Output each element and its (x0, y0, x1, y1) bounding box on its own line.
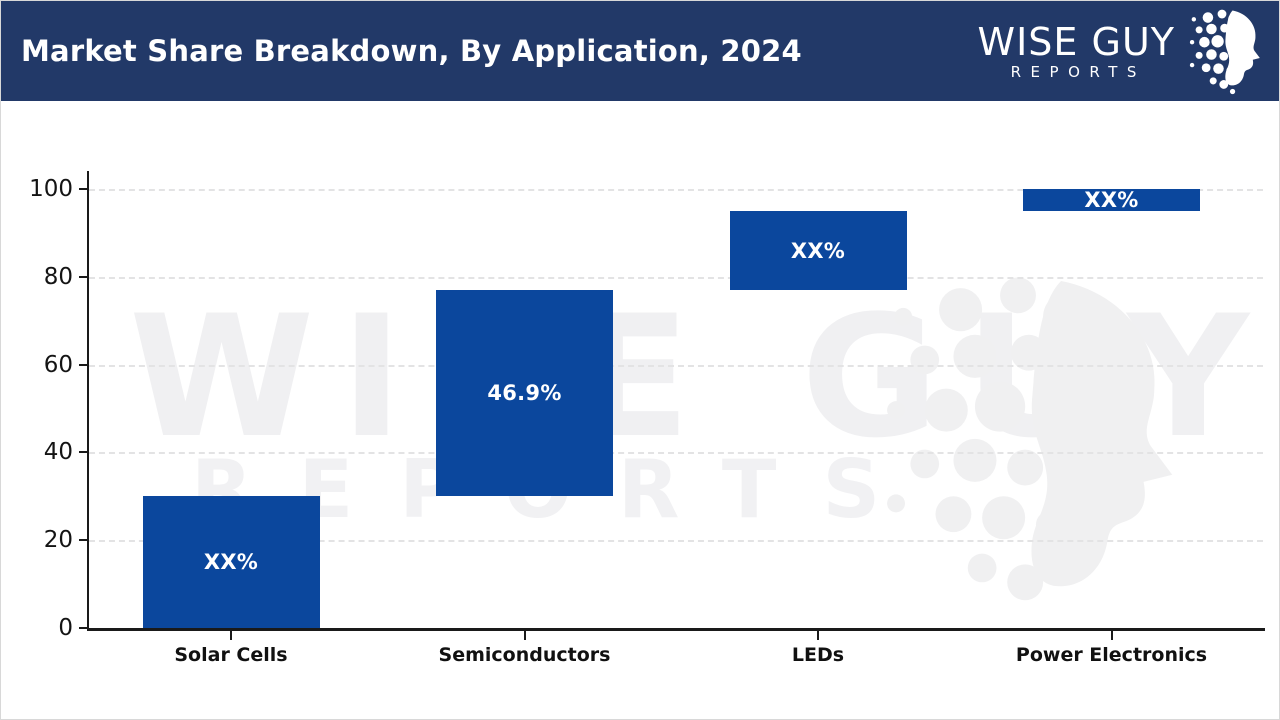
gridline-100 (89, 189, 1263, 191)
gridline-40 (89, 452, 1263, 455)
y-tick-label-60: 60 (43, 351, 73, 378)
y-tick-mark-20 (79, 539, 88, 542)
gridline-80 (89, 276, 1263, 279)
x-tick-label-1: Semiconductors (438, 644, 611, 666)
brand-logo-text: WISE GUY REPORTS (978, 23, 1175, 80)
bar-value-label: 46.9% (487, 380, 562, 405)
gridline-20 (89, 540, 1263, 543)
header: Market Share Breakdown, By Application, … (1, 1, 1279, 101)
y-tick-label-20: 20 (43, 527, 73, 554)
logo-wiseguy-text: WISE GUY (977, 19, 1175, 64)
x-tick-mark-1 (523, 631, 526, 640)
gridline-60 (89, 364, 1263, 367)
bar-solar-cells: XX% (142, 495, 320, 628)
x-tick-mark-0 (230, 631, 232, 640)
y-tick-mark-40 (79, 451, 88, 454)
y-tick-label-80: 80 (43, 263, 73, 290)
x-tick-mark-3 (1110, 631, 1113, 640)
y-tick-label-100: 100 (29, 176, 73, 202)
bar-value-label: XX% (1084, 188, 1139, 213)
logo-face-icon (1189, 9, 1260, 95)
y-tick-label-0: 0 (58, 615, 73, 641)
bar-value-label: XX% (203, 549, 259, 574)
bar-leds: XX% (729, 211, 907, 290)
y-tick-mark-80 (79, 275, 88, 278)
brand-logo: WISE GUY REPORTS (978, 7, 1263, 95)
bar-semiconductors: 46.9% (436, 289, 613, 496)
y-axis-spine (87, 171, 89, 631)
x-axis-line (87, 628, 1265, 631)
y-tick-mark-60 (79, 363, 88, 366)
x-tick-label-0: Solar Cells (174, 644, 288, 666)
x-tick-label-3: Power Electronics (1015, 644, 1208, 666)
y-tick-mark-0 (79, 627, 88, 629)
page-title: Market Share Breakdown, By Application, … (21, 34, 802, 68)
watermark-wiseguy-text: WISE GUY (129, 279, 1276, 475)
logo-reports-text: REPORTS (1010, 62, 1146, 81)
x-tick-mark-2 (817, 631, 819, 640)
x-tick-label-2: LEDs (791, 644, 845, 666)
bar-power-electronics: XX% (1023, 188, 1200, 213)
y-tick-mark-100 (79, 188, 88, 190)
bar-value-label: XX% (790, 238, 846, 263)
y-tick-label-40: 40 (43, 439, 73, 466)
